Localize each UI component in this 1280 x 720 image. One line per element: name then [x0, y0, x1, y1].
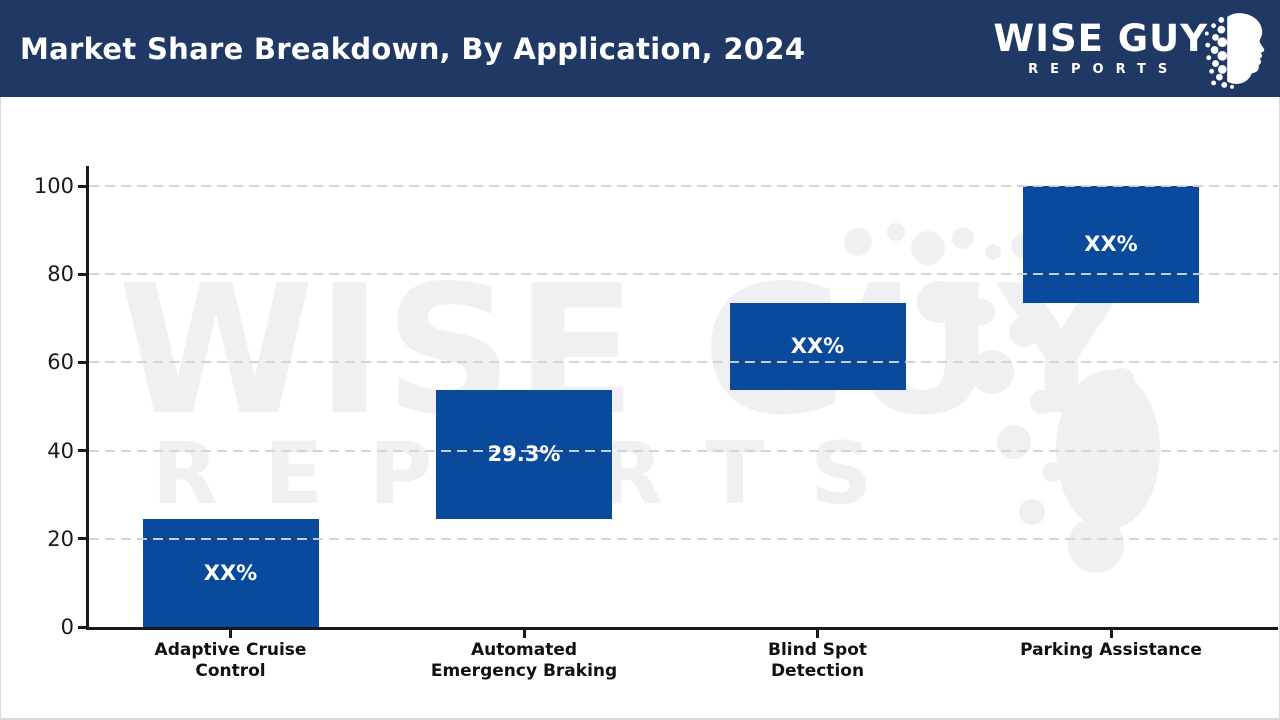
- gridline: [89, 449, 1278, 452]
- logo-face-icon: [1204, 12, 1265, 89]
- y-tick-label: 100: [33, 174, 74, 198]
- x-tick-mark: [816, 630, 819, 638]
- x-tick-mark: [522, 630, 526, 638]
- x-category-label-line: Control: [195, 661, 266, 681]
- chart-title: Market Share Breakdown, By Application, …: [20, 31, 806, 66]
- logo-secondary-text: REPORTS: [1028, 62, 1180, 77]
- x-category-label: Blind Spot Detection: [668, 640, 968, 682]
- wise-guy-reports-logo: WISE GUY REPORTS: [993, 9, 1266, 89]
- y-tick-label: 20: [47, 526, 74, 551]
- x-category-label: Parking Assistance: [961, 640, 1261, 661]
- logo-text: WISE GUY REPORTS: [993, 20, 1208, 77]
- gridline: [89, 537, 1278, 540]
- x-tick-mark: [229, 630, 232, 638]
- x-category-label-line: Emergency Braking: [430, 661, 618, 681]
- y-tick-label: 0: [60, 615, 74, 639]
- y-tick-label: 80: [47, 262, 74, 287]
- y-tick-mark: [78, 625, 86, 629]
- y-tick-mark: [78, 272, 86, 276]
- x-category-label-line: Parking Assistance: [1020, 640, 1202, 660]
- x-axis-spine: [86, 627, 1278, 630]
- gridline: [89, 361, 1278, 364]
- x-category-label-line: Adaptive Cruise: [154, 640, 307, 660]
- bar-value-label: XX%: [203, 560, 258, 585]
- y-axis-spine: [86, 166, 89, 630]
- bar-segment: [729, 302, 906, 390]
- x-tick-mark: [1109, 630, 1113, 638]
- gridline: [89, 185, 1278, 187]
- x-category-label-line: Automated: [470, 640, 578, 660]
- y-tick-mark: [78, 360, 86, 364]
- bar-segment: [1023, 186, 1199, 303]
- bar-value-label: 29.3%: [487, 442, 561, 467]
- header-bar: Market Share Breakdown, By Application, …: [0, 0, 1280, 97]
- y-tick-label: 60: [47, 350, 74, 375]
- y-tick-mark: [78, 184, 86, 188]
- y-tick-mark: [78, 449, 86, 453]
- y-tick-label: 40: [47, 438, 74, 463]
- y-tick-mark: [78, 537, 86, 541]
- bar-segment: [142, 518, 319, 627]
- x-category-label: Adaptive Cruise Control: [81, 640, 381, 682]
- bar-value-label: XX%: [790, 334, 845, 359]
- x-category-label: Automated Emergency Braking: [374, 640, 674, 682]
- gridline: [89, 273, 1278, 276]
- x-category-label-line: Blind Spot: [767, 640, 868, 660]
- bar-segment: [436, 389, 612, 519]
- x-category-label-line: Detection: [770, 661, 865, 681]
- watermark-primary-text: WISE GUY: [118, 247, 1128, 454]
- bar-value-label: XX%: [1084, 232, 1138, 257]
- logo-primary-text: WISE GUY: [993, 17, 1208, 60]
